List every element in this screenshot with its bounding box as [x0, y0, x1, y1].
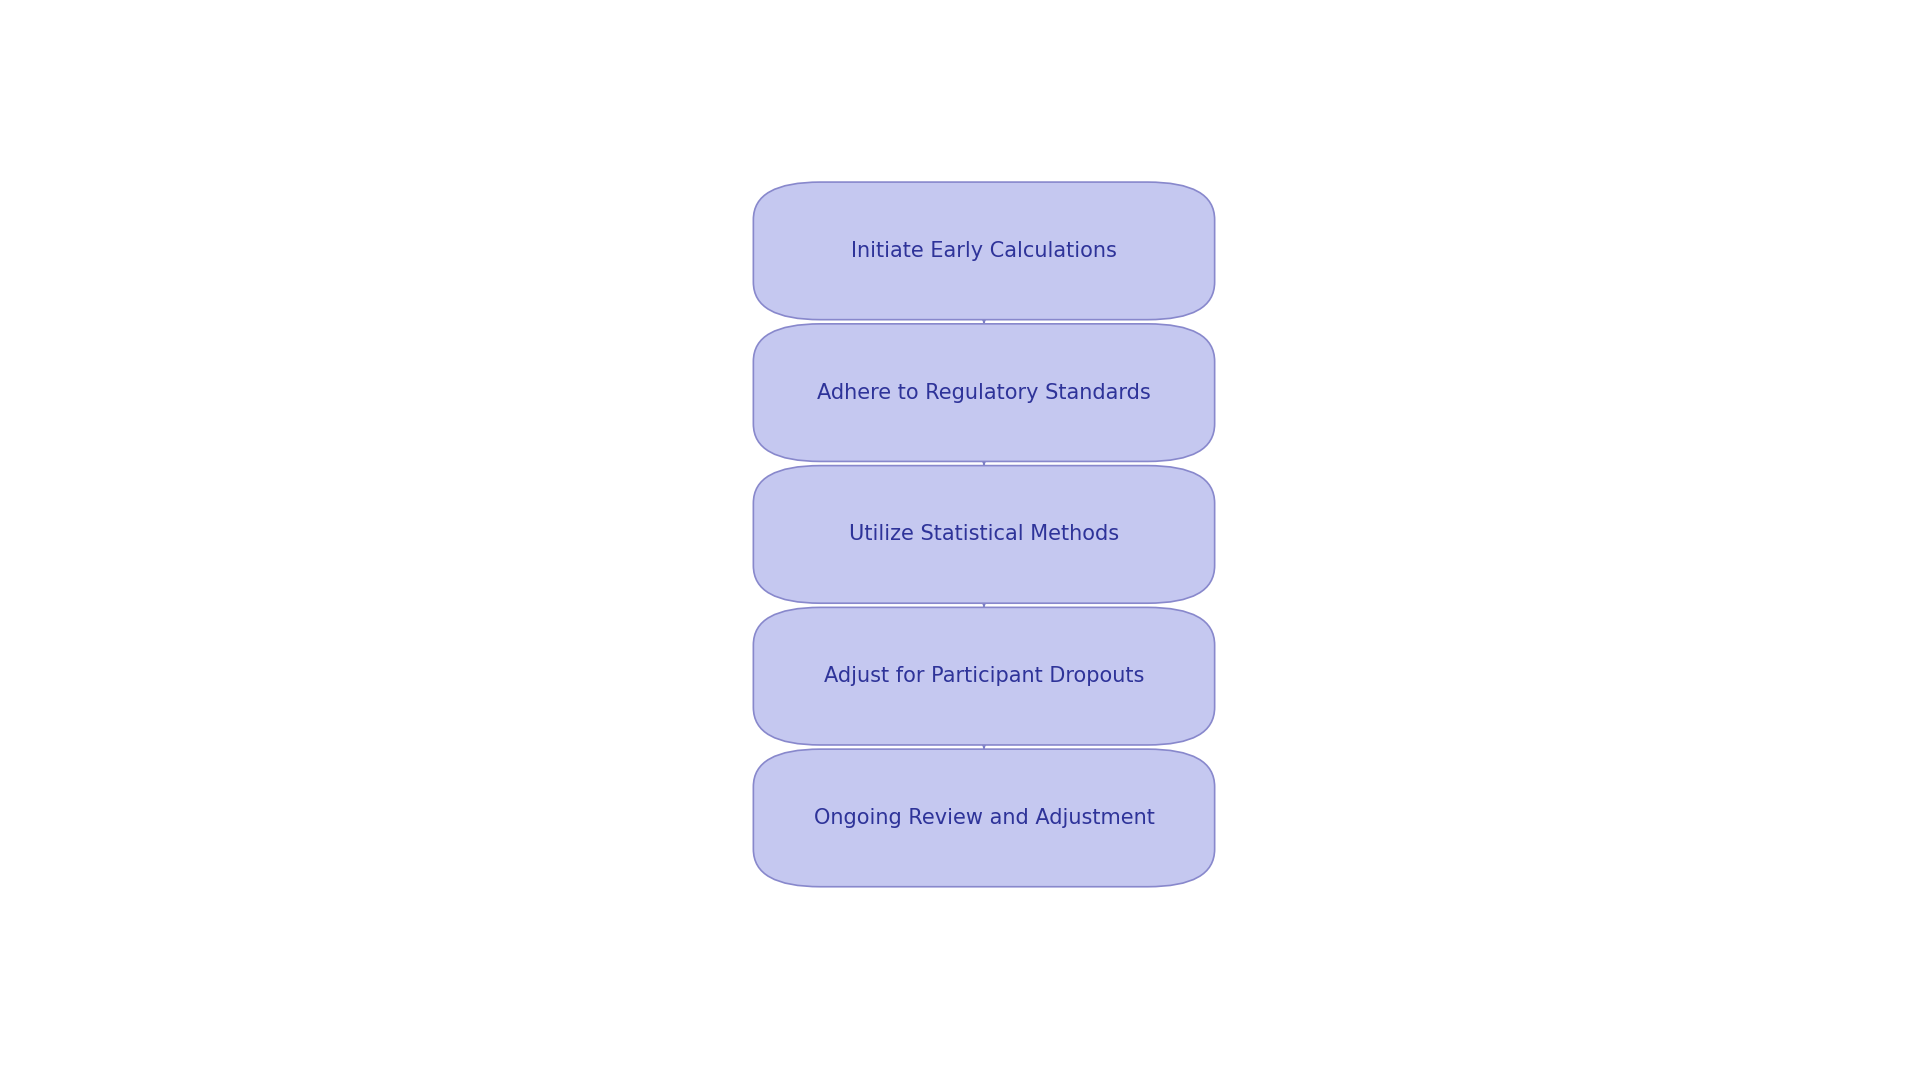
Text: Adjust for Participant Dropouts: Adjust for Participant Dropouts	[824, 666, 1144, 687]
Text: Adhere to Regulatory Standards: Adhere to Regulatory Standards	[818, 382, 1150, 403]
FancyBboxPatch shape	[753, 466, 1215, 603]
FancyBboxPatch shape	[753, 324, 1215, 461]
Text: Initiate Early Calculations: Initiate Early Calculations	[851, 240, 1117, 261]
FancyBboxPatch shape	[753, 608, 1215, 745]
Text: Utilize Statistical Methods: Utilize Statistical Methods	[849, 524, 1119, 545]
FancyBboxPatch shape	[753, 749, 1215, 887]
FancyBboxPatch shape	[753, 182, 1215, 319]
Text: Ongoing Review and Adjustment: Ongoing Review and Adjustment	[814, 808, 1154, 827]
